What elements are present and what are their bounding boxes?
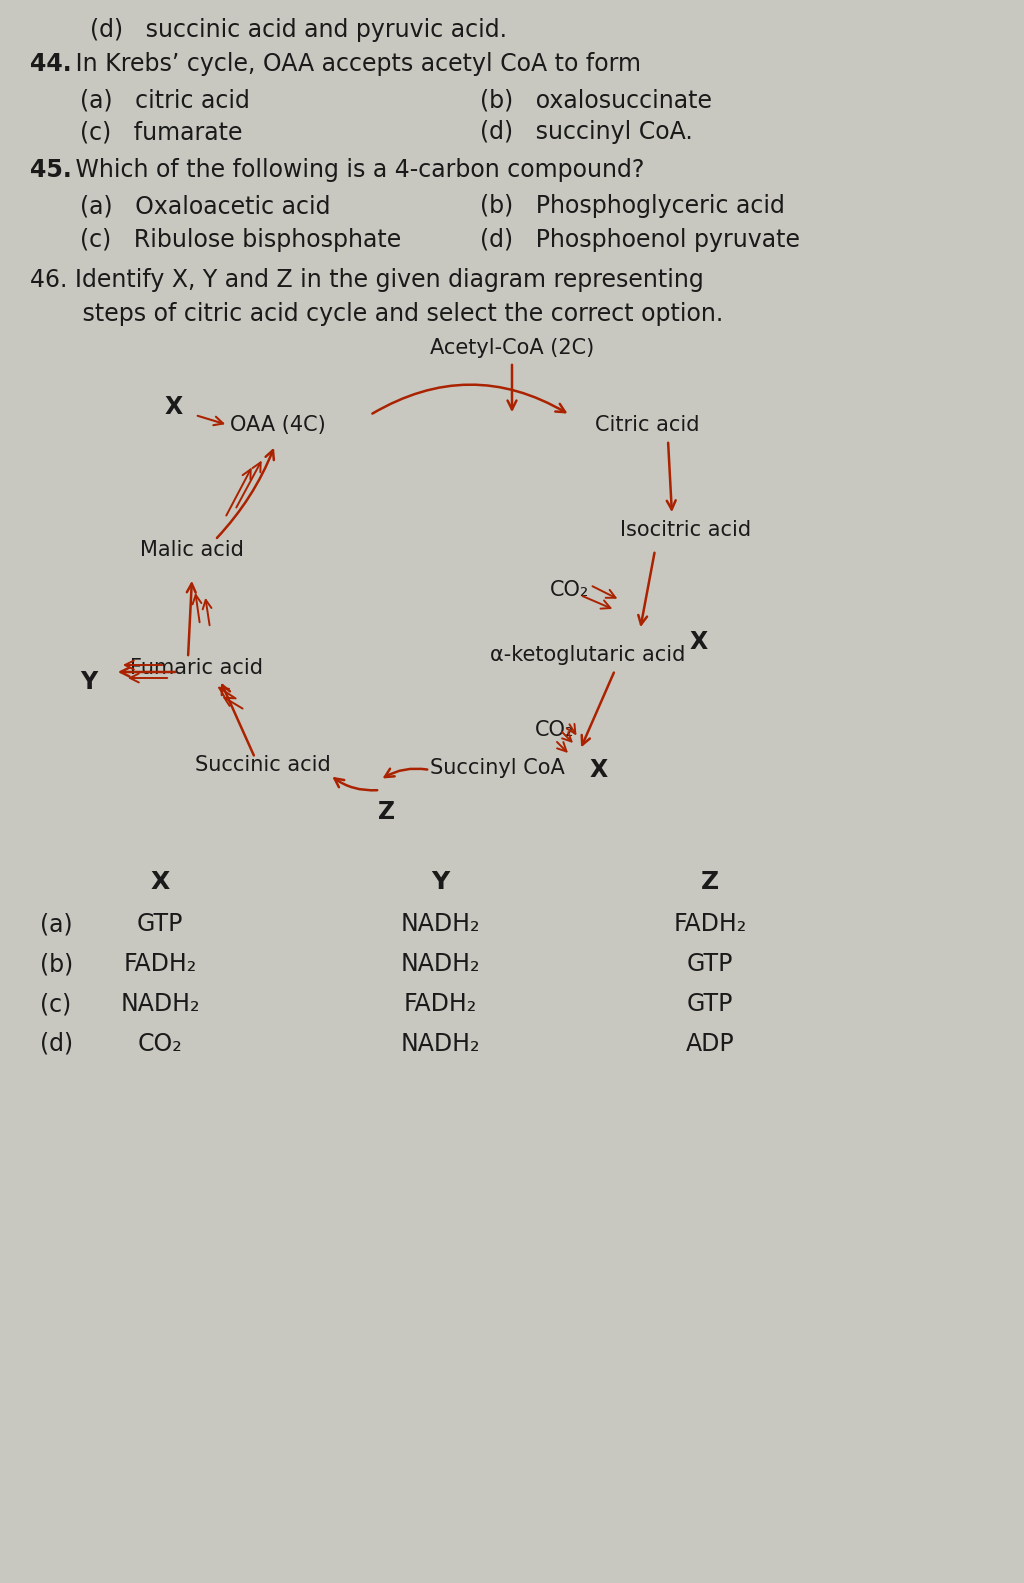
Text: FADH₂: FADH₂ <box>123 951 197 977</box>
Text: 45.: 45. <box>30 158 72 182</box>
Text: NADH₂: NADH₂ <box>400 912 480 936</box>
Text: OAA (4C): OAA (4C) <box>230 415 326 435</box>
Text: Succinyl CoA: Succinyl CoA <box>430 758 565 777</box>
Text: X: X <box>151 871 170 894</box>
Text: GTP: GTP <box>687 993 733 1016</box>
Text: GTP: GTP <box>687 951 733 977</box>
Text: Z: Z <box>378 799 395 825</box>
Text: FADH₂: FADH₂ <box>403 993 476 1016</box>
Text: Citric acid: Citric acid <box>595 415 699 435</box>
Text: Isocitric acid: Isocitric acid <box>620 519 752 540</box>
Text: Succinic acid: Succinic acid <box>195 755 331 776</box>
Text: (a)   Oxaloacetic acid: (a) Oxaloacetic acid <box>80 195 331 218</box>
Text: CO₂: CO₂ <box>550 579 590 600</box>
Text: CO₂: CO₂ <box>535 720 574 739</box>
Text: NADH₂: NADH₂ <box>120 993 200 1016</box>
Text: (c): (c) <box>40 993 72 1016</box>
Text: 44.: 44. <box>30 52 72 76</box>
Text: (b)   oxalosuccinate: (b) oxalosuccinate <box>480 89 712 112</box>
Text: Which of the following is a 4-carbon compound?: Which of the following is a 4-carbon com… <box>68 158 644 182</box>
Text: CO₂: CO₂ <box>137 1032 182 1056</box>
Text: GTP: GTP <box>137 912 183 936</box>
Text: (b): (b) <box>40 951 74 977</box>
Text: FADH₂: FADH₂ <box>674 912 746 936</box>
Text: (a): (a) <box>40 912 73 936</box>
Text: X: X <box>590 758 608 782</box>
Text: X: X <box>165 396 183 419</box>
Text: (d)   succinic acid and pyruvic acid.: (d) succinic acid and pyruvic acid. <box>90 17 507 43</box>
Text: (a)   citric acid: (a) citric acid <box>80 89 250 112</box>
Text: X: X <box>690 630 709 654</box>
Text: α-ketoglutaric acid: α-ketoglutaric acid <box>490 644 685 665</box>
Text: Y: Y <box>80 670 97 693</box>
Text: Malic acid: Malic acid <box>140 540 244 560</box>
Text: 46. Identify X, Y and Z in the given diagram representing: 46. Identify X, Y and Z in the given dia… <box>30 268 703 291</box>
Text: ADP: ADP <box>686 1032 734 1056</box>
Text: In Krebs’ cycle, OAA accepts acetyl CoA to form: In Krebs’ cycle, OAA accepts acetyl CoA … <box>68 52 641 76</box>
Text: (d): (d) <box>40 1032 73 1056</box>
Text: Y: Y <box>431 871 450 894</box>
Text: (c)   fumarate: (c) fumarate <box>80 120 243 144</box>
Text: (b)   Phosphoglyceric acid: (b) Phosphoglyceric acid <box>480 195 784 218</box>
Text: (c)   Ribulose bisphosphate: (c) Ribulose bisphosphate <box>80 228 401 252</box>
Text: Z: Z <box>701 871 719 894</box>
Text: Acetyl-CoA (2C): Acetyl-CoA (2C) <box>430 339 594 358</box>
Text: NADH₂: NADH₂ <box>400 951 480 977</box>
Text: (d)   Phosphoenol pyruvate: (d) Phosphoenol pyruvate <box>480 228 800 252</box>
Text: steps of citric acid cycle and select the correct option.: steps of citric acid cycle and select th… <box>30 302 723 326</box>
Text: Fumaric acid: Fumaric acid <box>130 659 263 678</box>
Text: (d)   succinyl CoA.: (d) succinyl CoA. <box>480 120 693 144</box>
Text: NADH₂: NADH₂ <box>400 1032 480 1056</box>
